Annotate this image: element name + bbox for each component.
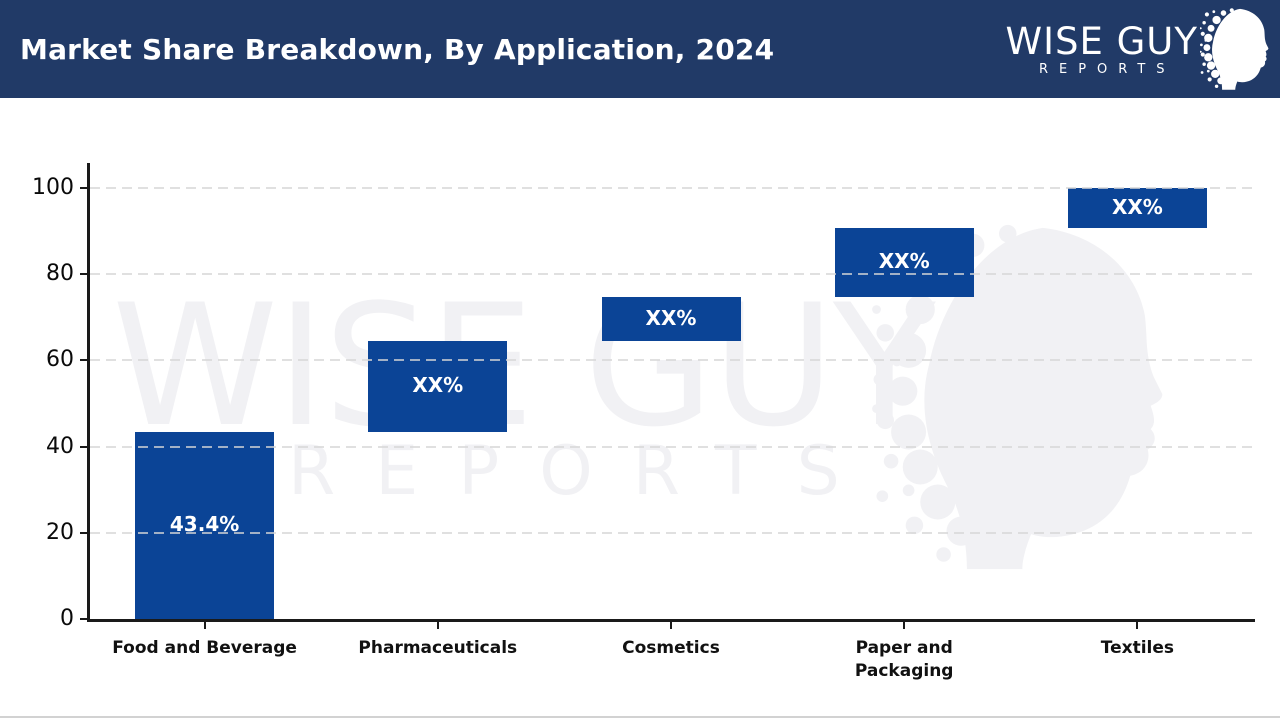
bar-5 — [1067, 188, 1207, 228]
page-title: Market Share Breakdown, By Application, … — [20, 32, 775, 66]
watermark-reports: REPORTS — [288, 432, 880, 511]
logo-face-icon — [1200, 8, 1269, 90]
brand-logo: WISE GUY REPORTS — [1006, 0, 1280, 98]
y-axis-label: 40 — [46, 433, 74, 459]
logo-text-wiseguy: WISE GUY — [1005, 19, 1198, 63]
x-axis-label: Cosmetics — [622, 638, 720, 658]
x-axis-label: Textiles — [1100, 638, 1175, 658]
header: Market Share Breakdown, By Application, … — [0, 0, 1280, 98]
footer-divider — [0, 716, 1280, 718]
y-axis-label: 80 — [46, 261, 74, 287]
x-axis-tick — [436, 621, 439, 629]
y-axis-tick — [80, 445, 88, 448]
y-axis-tick — [80, 359, 88, 362]
y-axis-tick — [80, 187, 88, 189]
x-axis-tick — [903, 621, 906, 629]
logo-text-reports: REPORTS — [1038, 61, 1176, 77]
y-axis-line — [87, 163, 90, 621]
bar-value-label: XX% — [645, 305, 697, 330]
x-axis-label: Pharmaceuticals — [358, 638, 518, 658]
x-axis-label: Paper and Packaging — [854, 638, 954, 681]
x-axis-tick — [670, 621, 672, 629]
bar-value-label: XX% — [412, 373, 464, 398]
y-axis-label: 20 — [46, 519, 74, 545]
bar-4 — [834, 227, 974, 298]
bar-2 — [368, 340, 508, 432]
y-axis-tick — [80, 273, 88, 276]
gridline-80 — [90, 273, 1254, 276]
bar-value-label: XX% — [878, 249, 930, 274]
y-axis-label: 0 — [60, 606, 74, 631]
gridline-20 — [90, 531, 1254, 534]
y-axis-tick — [80, 531, 88, 534]
watermark-wiseguy: WISE GUY — [112, 268, 936, 464]
logo-wordmark: WISE GUY REPORTS — [1006, 23, 1198, 76]
gridline-60 — [90, 359, 1254, 362]
bar-value-label: 43.4% — [169, 512, 240, 537]
x-axis-tick — [203, 621, 206, 629]
bar-3 — [601, 297, 741, 341]
gridline-100 — [90, 187, 1254, 189]
x-axis-line — [87, 619, 1255, 622]
bar-value-label: XX% — [1111, 194, 1163, 219]
y-axis-label: 100 — [32, 175, 74, 200]
y-axis-tick — [80, 618, 88, 620]
bar-1 — [135, 431, 275, 619]
x-axis-label: Food and Beverage — [112, 638, 297, 658]
y-axis-label: 60 — [46, 347, 74, 373]
x-axis-tick — [1136, 621, 1139, 629]
gridline-40 — [90, 445, 1254, 448]
